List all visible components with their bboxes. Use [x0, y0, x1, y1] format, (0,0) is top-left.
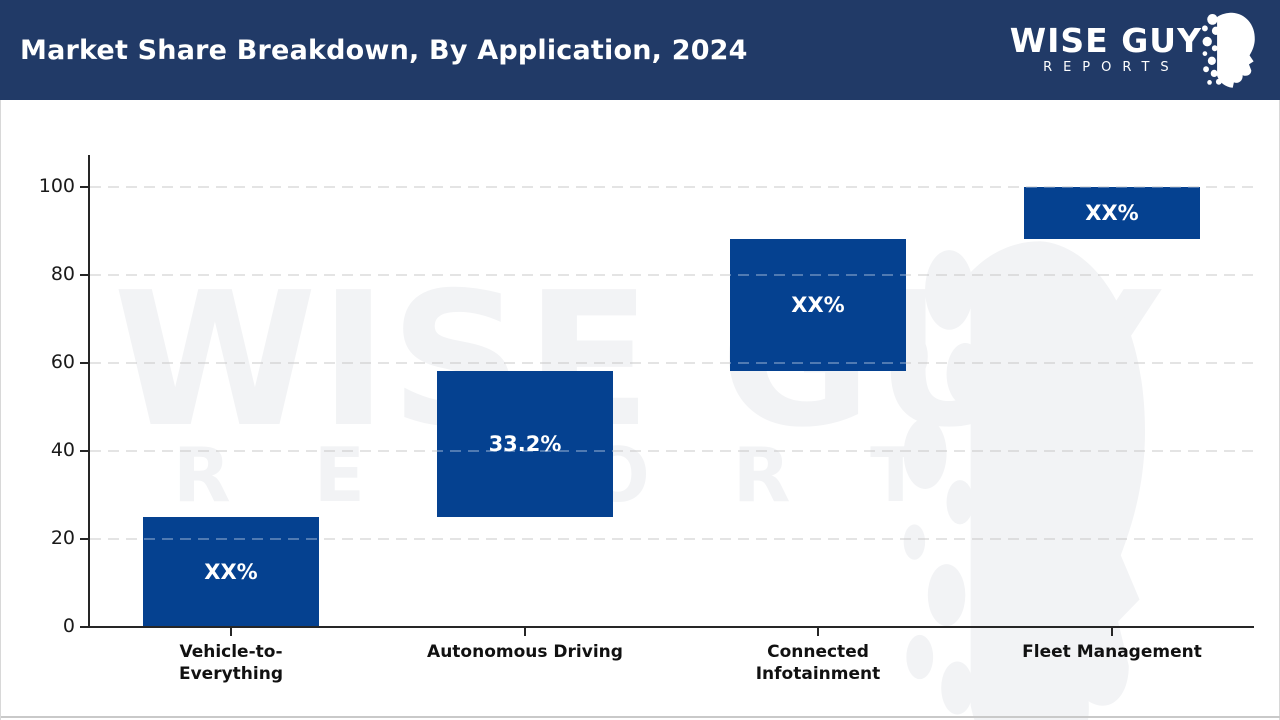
brand-wordmark: WISE GUY REPORTS: [1010, 24, 1202, 76]
chart-canvas: WISE GUY REPORTS XX% 33.2% XX% XX% 0 20 40 60 80…: [0, 100, 1280, 720]
y-tick-0: [80, 626, 88, 628]
gridline-overlay-100: [90, 186, 1254, 188]
watermark-face-icon: [901, 241, 1145, 720]
x-axis-label-connected-infotainment: Connected Infotainment: [755, 642, 881, 684]
y-axis-line: [88, 155, 90, 628]
gridline-80: [90, 274, 1254, 276]
gridline-overlay-40: [90, 450, 1254, 452]
header-bar: Market Share Breakdown, By Application, …: [0, 0, 1280, 100]
y-tick-label-0: 0: [62, 615, 75, 637]
gridline-100: [90, 186, 1254, 188]
bar-value-label-connected-infotainment: XX%: [791, 292, 845, 317]
x-tick-connected-infotainment: [817, 628, 819, 636]
gridline-overlay-80: [90, 274, 1254, 276]
y-tick-label-40: 40: [50, 439, 75, 461]
y-tick-label-60: 60: [50, 351, 75, 373]
bar-value-label-fleet-management: XX%: [1085, 200, 1139, 225]
x-axis-line: [84, 626, 1254, 628]
face-profile-icon: [1202, 12, 1255, 88]
page-title: Market Share Breakdown, By Application, …: [20, 34, 748, 66]
x-axis-label-autonomous-driving: Autonomous Driving: [427, 642, 623, 662]
x-axis-label-fleet-management: Fleet Management: [1022, 642, 1202, 662]
x-tick-autonomous-driving: [524, 628, 526, 636]
brand-logo: WISE GUY REPORTS: [1010, 11, 1260, 89]
y-tick-label-20: 20: [50, 527, 75, 549]
brand-name-text: WISE GUY: [1009, 21, 1202, 60]
bar-value-label-autonomous-driving: 33.2%: [488, 431, 562, 456]
page-bottom-border: [1, 716, 1280, 718]
y-tick-100: [80, 186, 88, 188]
y-tick-label-100: 100: [38, 175, 75, 197]
gridline-40: [90, 450, 1254, 452]
gridline-20: [90, 538, 1254, 540]
x-axis-label-vehicle-to-everything: Vehicle-to- Everything: [178, 642, 284, 684]
gridline-overlay-20: [90, 538, 1254, 540]
x-tick-vehicle-to-everything: [230, 628, 232, 636]
gridline-60: [90, 362, 1254, 364]
bar-fleet-management: XX%: [1024, 187, 1200, 239]
bar-connected-infotainment: XX%: [730, 238, 906, 371]
y-tick-80: [80, 274, 88, 276]
y-tick-label-80: 80: [50, 263, 75, 285]
bar-value-label-vehicle-to-everything: XX%: [204, 560, 258, 584]
bar-autonomous-driving: 33.2%: [437, 370, 613, 517]
y-tick-40: [80, 450, 88, 452]
brand-reports-text: REPORTS: [1043, 60, 1180, 75]
y-tick-60: [80, 362, 88, 364]
x-tick-fleet-management: [1111, 628, 1113, 636]
y-tick-20: [80, 538, 88, 540]
gridline-overlay-60: [90, 362, 1254, 364]
bar-vehicle-to-everything: XX%: [143, 517, 319, 627]
